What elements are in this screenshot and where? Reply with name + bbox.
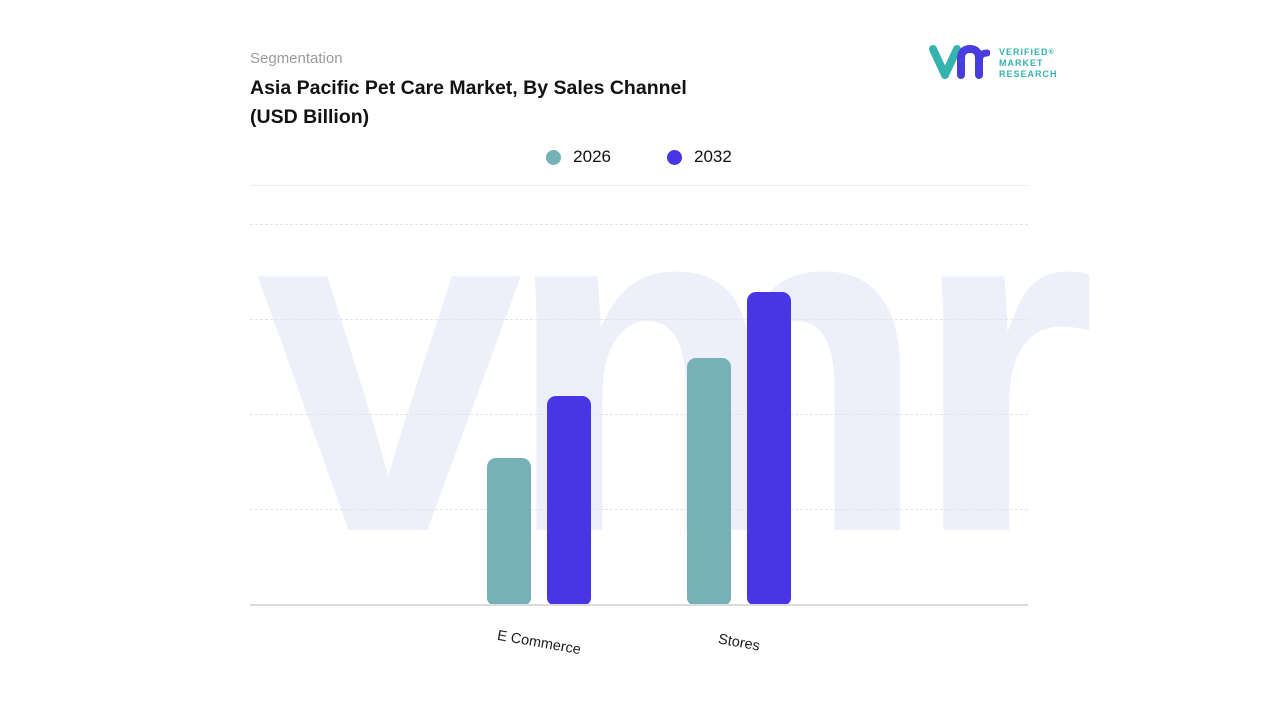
- bar-groups: E Commerce Stores: [250, 225, 1028, 658]
- chart-title-line2: (USD Billion): [250, 106, 370, 128]
- logo-word-verified: VERIFIED: [999, 47, 1049, 57]
- header-separator: [250, 185, 1028, 186]
- x-axis-label-stores: Stores: [716, 631, 762, 655]
- logo-word-research: RESEARCH: [999, 69, 1058, 79]
- legend-item-2026: 2026: [546, 147, 611, 167]
- bar-group-stores: Stores: [687, 291, 791, 655]
- bar-2032-e-commerce: [547, 396, 591, 605]
- gridline-2: [250, 414, 1028, 415]
- gridline-4: [250, 224, 1028, 225]
- vmr-logo: VERIFIED® MARKET RESEARCH: [928, 40, 1058, 87]
- legend-item-2032: 2032: [667, 147, 732, 167]
- gridline-3: [250, 319, 1028, 320]
- chart: vmr E Commerce Stores: [250, 124, 1097, 658]
- legend: 2026 2032: [250, 147, 1028, 167]
- legend-dot-2026: [546, 149, 562, 165]
- vmr-logo-text: VERIFIED® MARKET RESEARCH: [999, 47, 1058, 80]
- chart-title-line1: Asia Pacific Pet Care Market, By Sales C…: [250, 77, 687, 99]
- legend-dot-2032: [667, 149, 682, 165]
- chart-title: Asia Pacific Pet Care Market, By Sales C…: [250, 74, 770, 132]
- vmr-watermark: vmr: [256, 95, 1097, 632]
- bar-2032-stores: [747, 291, 791, 605]
- bar-2026-e-commerce: [487, 457, 531, 605]
- gridline-1: [250, 509, 1028, 510]
- vmr-logo-icon: [928, 40, 991, 87]
- bar-2026-stores: [687, 358, 731, 605]
- legend-label: 2026: [573, 147, 611, 166]
- x-axis-label-e-commerce: E Commerce: [495, 627, 583, 659]
- logo-word-market: MARKET: [999, 58, 1044, 68]
- legend-label: 2032: [694, 147, 732, 166]
- registered-mark: ®: [1048, 49, 1055, 56]
- eyebrow-label: Segmentation: [250, 50, 343, 67]
- bar-group-e-commerce: E Commerce: [487, 396, 591, 658]
- x-axis-baseline: [250, 604, 1028, 606]
